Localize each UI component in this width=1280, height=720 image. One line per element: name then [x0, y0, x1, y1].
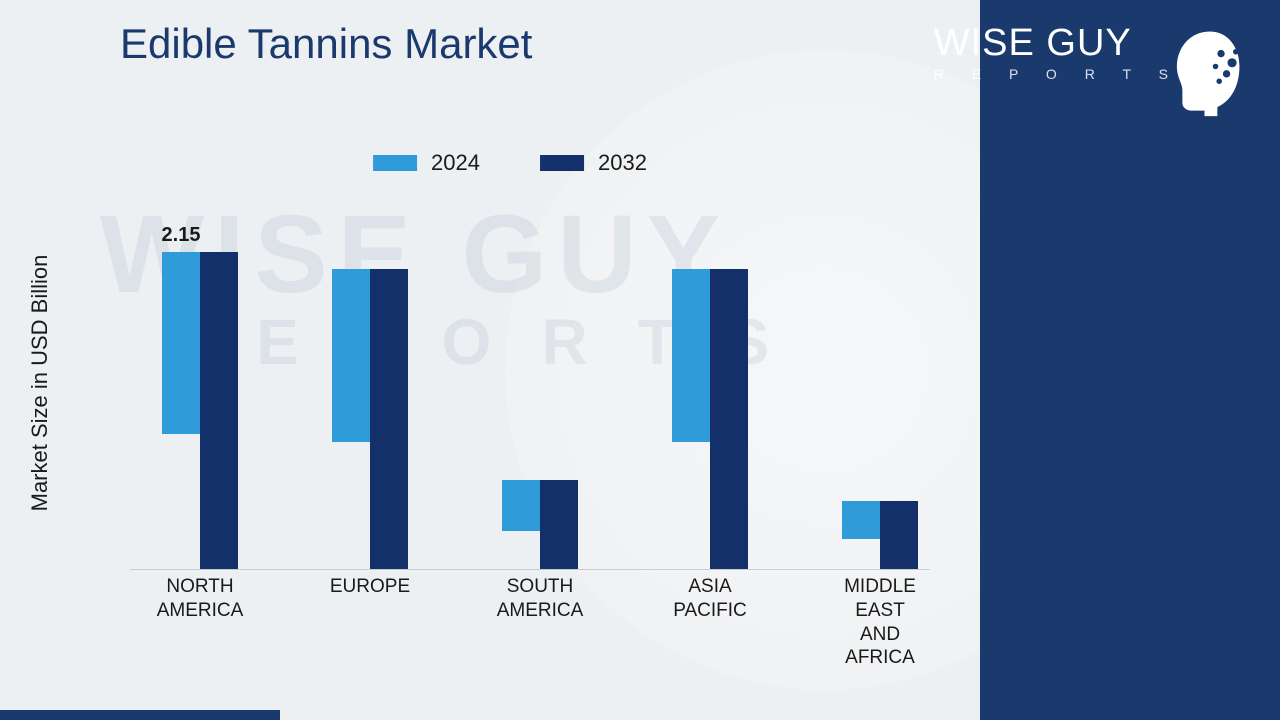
bar — [880, 501, 918, 569]
bar-group: MIDDLEEASTANDAFRICA — [820, 501, 940, 569]
bar-value-label: 2.15 — [162, 224, 201, 247]
bar-group: EUROPE — [310, 269, 430, 569]
legend-label-2024: 2024 — [431, 150, 480, 176]
legend-swatch-2024 — [373, 155, 417, 171]
bar — [370, 269, 408, 569]
bar-chart: Market Size in USD Billion 2024 2032 2.1… — [70, 150, 950, 670]
bar-group: SOUTHAMERICA — [480, 480, 600, 569]
x-tick-label: EUROPE — [300, 575, 440, 599]
x-tick-label: NORTHAMERICA — [130, 575, 270, 623]
x-tick-label: ASIAPACIFIC — [640, 575, 780, 623]
bar — [540, 480, 578, 569]
brand-subtitle: R E P O R T S — [934, 66, 1180, 82]
brand-name: WISE GUY — [934, 24, 1180, 62]
decorative-dots-icon — [1012, 155, 1232, 375]
bar — [200, 252, 238, 569]
bar: 2.15 — [162, 252, 200, 434]
x-tick-label: MIDDLEEASTANDAFRICA — [810, 575, 950, 670]
bar-group: ASIAPACIFIC — [650, 269, 770, 569]
legend-swatch-2032 — [540, 155, 584, 171]
plot-area: 2.15NORTHAMERICA EUROPE SOUTHAMERICA ASIAPA… — [130, 190, 930, 570]
legend: 2024 2032 — [373, 150, 647, 176]
bar-group: 2.15NORTHAMERICA — [140, 252, 260, 569]
bar — [842, 501, 880, 539]
legend-item-2024: 2024 — [373, 150, 480, 176]
brand-head-icon — [1164, 26, 1256, 118]
bar — [502, 480, 540, 531]
bar — [672, 269, 710, 442]
bar — [710, 269, 748, 569]
bar — [332, 269, 370, 442]
x-tick-label: SOUTHAMERICA — [470, 575, 610, 623]
chart-title: Edible Tannins Market — [120, 20, 532, 68]
footer-accent-bar — [0, 710, 280, 720]
legend-label-2032: 2032 — [598, 150, 647, 176]
legend-item-2032: 2032 — [540, 150, 647, 176]
